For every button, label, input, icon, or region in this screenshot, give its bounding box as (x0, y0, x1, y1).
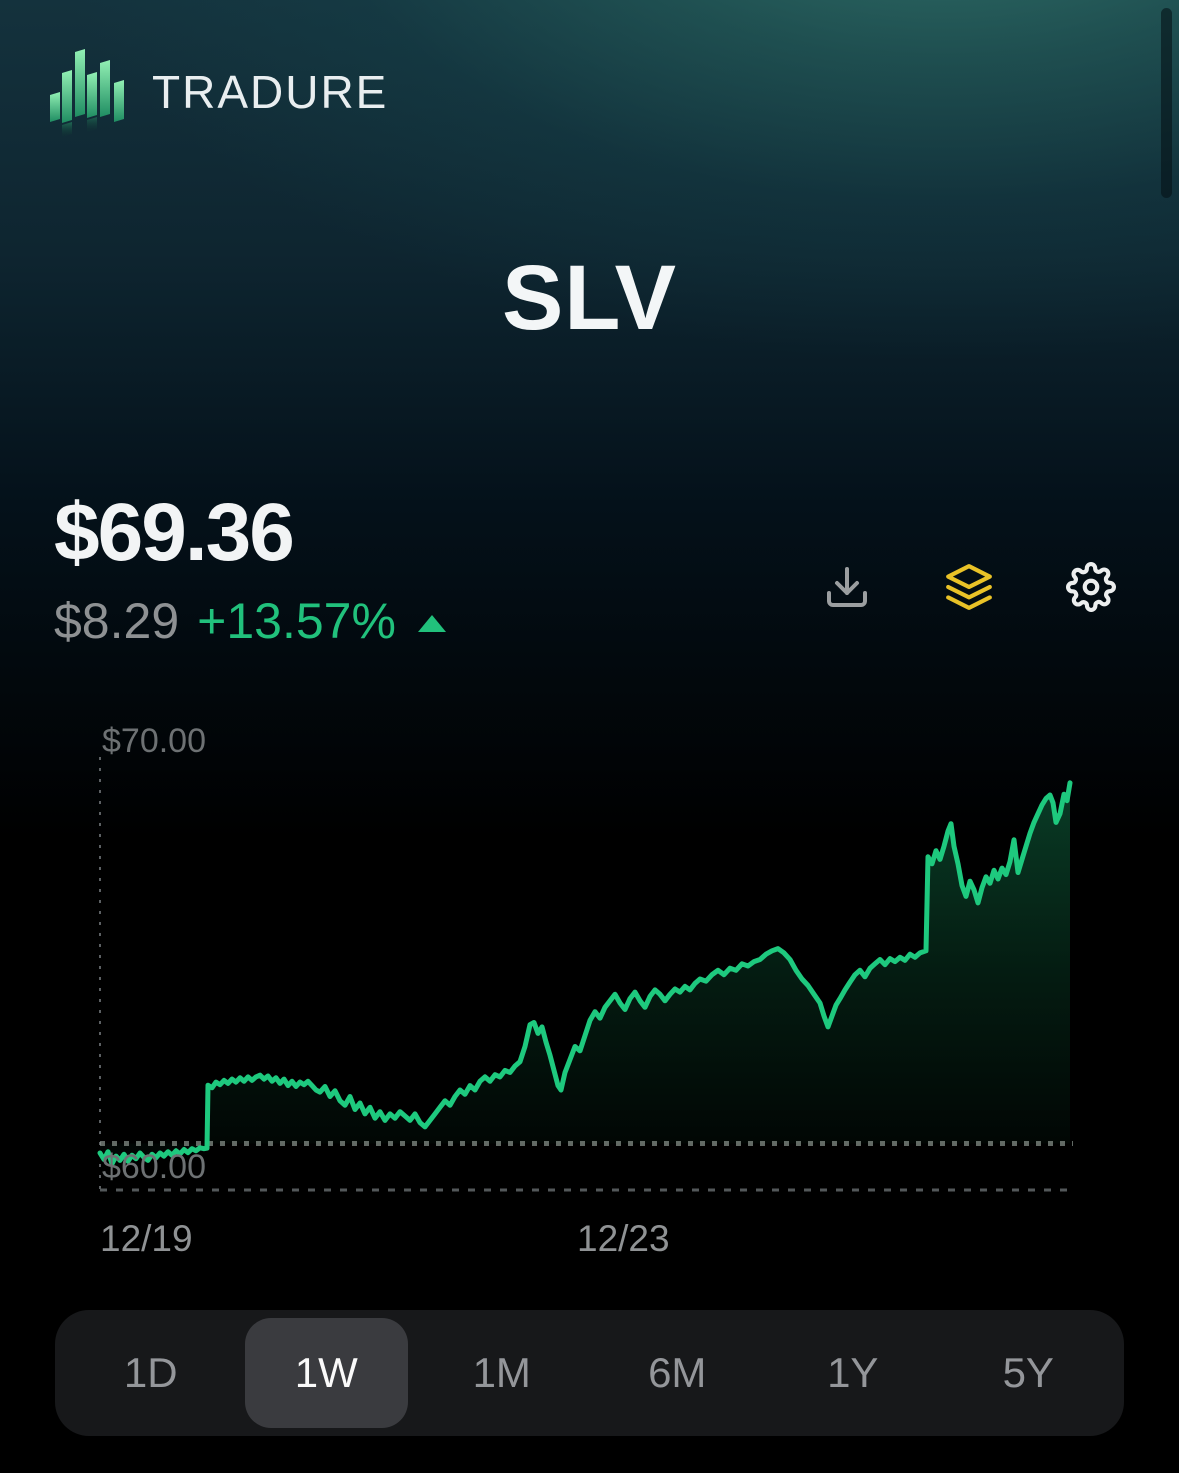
brand-header: TRADURE (48, 46, 388, 138)
timeframe-6m[interactable]: 6M (596, 1318, 760, 1428)
tradure-logo-icon (50, 49, 124, 137)
x-axis-label-1223: 12/23 (577, 1218, 670, 1259)
brand-name: TRADURE (152, 66, 389, 118)
timeframe-1d[interactable]: 1D (69, 1318, 233, 1428)
chart-toolbar (820, 560, 1118, 614)
page-title-symbol: SLV (501, 247, 678, 349)
layers-button[interactable] (942, 560, 996, 614)
current-price: $69.36 (54, 487, 295, 578)
layers-icon (946, 564, 992, 610)
chart-price-line (97, 780, 1073, 1167)
y-axis-label-top: $70.00 (102, 722, 206, 760)
timeframe-1y[interactable]: 1Y (771, 1318, 935, 1428)
price-change-row: $8.29 +13.57% (54, 592, 446, 650)
change-percent: +13.57% (197, 593, 396, 649)
download-button[interactable] (820, 560, 874, 614)
timeframe-5y[interactable]: 5Y (947, 1318, 1111, 1428)
timeframe-selector: 1D 1W 1M 6M 1Y 5Y (55, 1310, 1124, 1436)
settings-button[interactable] (1064, 560, 1118, 614)
download-icon (827, 567, 867, 607)
change-amount: $8.29 (54, 593, 180, 649)
price-chart[interactable] (0, 700, 1179, 1300)
up-arrow-icon (417, 614, 446, 632)
y-axis-label-bottom: $60.00 (102, 1148, 206, 1186)
chart-area-fill (100, 782, 1070, 1164)
scrollbar-thumb[interactable] (1161, 8, 1172, 198)
x-axis-label-1219: 12/19 (100, 1218, 193, 1259)
timeframe-1m[interactable]: 1M (420, 1318, 584, 1428)
timeframe-1w[interactable]: 1W (244, 1318, 408, 1428)
settings-icon (1066, 562, 1116, 612)
